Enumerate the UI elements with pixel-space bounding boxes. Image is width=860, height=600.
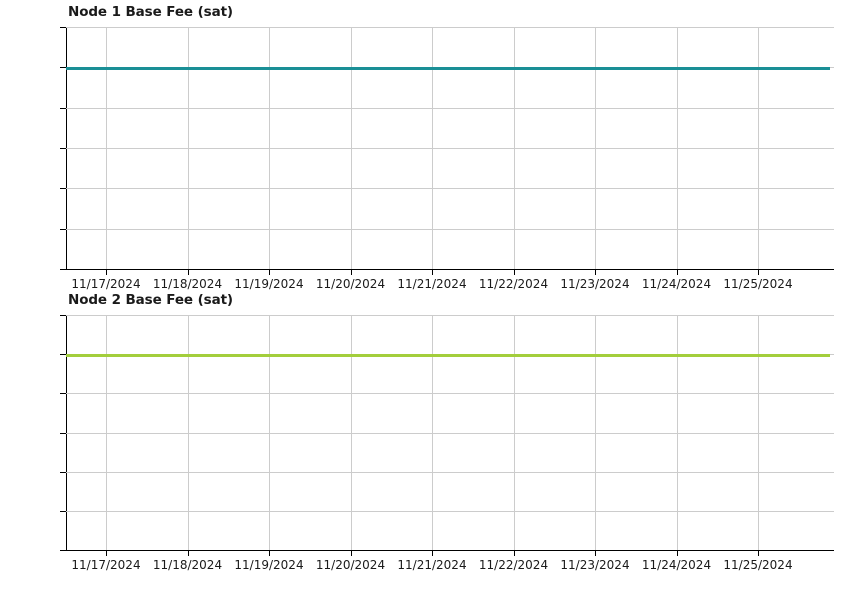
x-axis-label: 11/19/2024	[234, 558, 304, 572]
y-axis-tick	[60, 354, 66, 356]
x-axis-label: 11/20/2024	[315, 558, 386, 572]
y-axis-tick	[60, 67, 66, 69]
gridline-vertical	[432, 315, 433, 550]
gridline-horizontal	[66, 228, 834, 230]
x-axis-label: 11/22/2024	[478, 277, 549, 291]
x-axis-label: 11/25/2024	[723, 558, 793, 572]
y-axis-tick	[60, 550, 66, 551]
x-axis-label: 11/20/2024	[315, 277, 386, 291]
plot-area-node-1: 111100011/17/202411/18/202411/19/202411/…	[60, 27, 834, 291]
x-axis-label: 11/21/2024	[397, 277, 467, 291]
chart-title-node-2: Node 2 Base Fee (sat)	[68, 292, 234, 308]
gridline-vertical	[350, 27, 352, 269]
y-axis-tick	[60, 148, 66, 149]
x-axis-tick	[758, 550, 759, 556]
x-axis-tick	[106, 550, 107, 556]
gridline-vertical	[513, 315, 515, 550]
x-axis-tick	[350, 550, 352, 556]
x-axis-tick	[432, 550, 433, 556]
x-axis-tick	[758, 269, 759, 275]
y-axis-tick	[60, 393, 66, 395]
x-axis-tick	[269, 269, 270, 275]
chart-title-node-1: Node 1 Base Fee (sat)	[68, 4, 234, 20]
x-axis-line-node-1-base-fee	[66, 269, 834, 270]
x-axis-label: 11/17/2024	[71, 277, 141, 291]
x-axis-tick	[513, 550, 515, 556]
gridline-vertical	[106, 27, 107, 269]
x-axis-label: 11/21/2024	[397, 558, 467, 572]
x-axis-label: 11/24/2024	[641, 558, 712, 572]
gridline-horizontal	[66, 432, 834, 434]
y-axis-tick	[60, 228, 66, 230]
gridline-vertical	[595, 315, 596, 550]
gridline-vertical	[187, 315, 189, 550]
y-axis-tick	[60, 107, 66, 109]
x-axis-tick	[595, 550, 596, 556]
y-axis-tick	[60, 27, 66, 28]
x-axis-line-node-2-base-fee	[66, 550, 834, 551]
x-axis-tick	[676, 269, 678, 275]
gridline-vertical	[758, 315, 759, 550]
gridline-horizontal	[66, 393, 834, 395]
y-axis-tick	[60, 510, 66, 512]
y-axis-tick	[60, 188, 66, 190]
y-axis-tick	[60, 315, 66, 316]
x-axis-label: 11/19/2024	[234, 277, 304, 291]
gridline-horizontal	[66, 315, 834, 316]
gridline-horizontal	[66, 27, 834, 28]
gridline-vertical	[676, 315, 678, 550]
x-axis-label: 11/22/2024	[478, 558, 549, 572]
series-line-node-2-base-fee[interactable]	[66, 354, 831, 358]
x-axis-tick	[676, 550, 678, 556]
x-axis-tick	[106, 269, 107, 275]
gridline-vertical	[513, 27, 515, 269]
gridline-vertical	[269, 315, 270, 550]
x-axis-tick	[269, 550, 270, 556]
gridline-horizontal	[66, 510, 834, 512]
gridline-horizontal	[66, 107, 834, 109]
gridline-horizontal	[66, 148, 834, 149]
y-axis-tick	[60, 471, 66, 473]
gridline-horizontal	[66, 471, 834, 473]
plot-area-node-2: 111100011/17/202411/18/202411/19/202411/…	[60, 315, 834, 572]
x-axis-label: 11/18/2024	[152, 558, 223, 572]
x-axis-tick	[350, 269, 352, 275]
x-axis-label: 11/23/2024	[560, 558, 630, 572]
chart-panel-node-2: Node 2 Base Fee (sat) 111100011/17/20241…	[0, 288, 860, 583]
x-axis-label: 11/24/2024	[641, 277, 712, 291]
gridline-vertical	[595, 27, 596, 269]
x-axis-tick	[187, 269, 189, 275]
gridline-vertical	[676, 27, 678, 269]
series-line-node-1-base-fee[interactable]	[66, 67, 831, 71]
gridline-vertical	[106, 315, 107, 550]
gridline-vertical	[269, 27, 270, 269]
chart-panel-node-1: Node 1 Base Fee (sat) 111100011/17/20241…	[0, 0, 860, 291]
x-axis-tick	[513, 269, 515, 275]
y-axis-tick	[60, 269, 66, 270]
x-axis-tick	[187, 550, 189, 556]
gridline-vertical	[187, 27, 189, 269]
x-axis-label: 11/23/2024	[560, 277, 630, 291]
gridline-vertical	[432, 27, 433, 269]
y-axis-tick	[60, 432, 66, 434]
gridline-vertical	[758, 27, 759, 269]
x-axis-label: 11/18/2024	[152, 277, 223, 291]
x-axis-label: 11/17/2024	[71, 558, 141, 572]
gridline-vertical	[350, 315, 352, 550]
x-axis-label: 11/25/2024	[723, 277, 793, 291]
x-axis-tick	[595, 269, 596, 275]
gridline-horizontal	[66, 188, 834, 190]
x-axis-tick	[432, 269, 433, 275]
